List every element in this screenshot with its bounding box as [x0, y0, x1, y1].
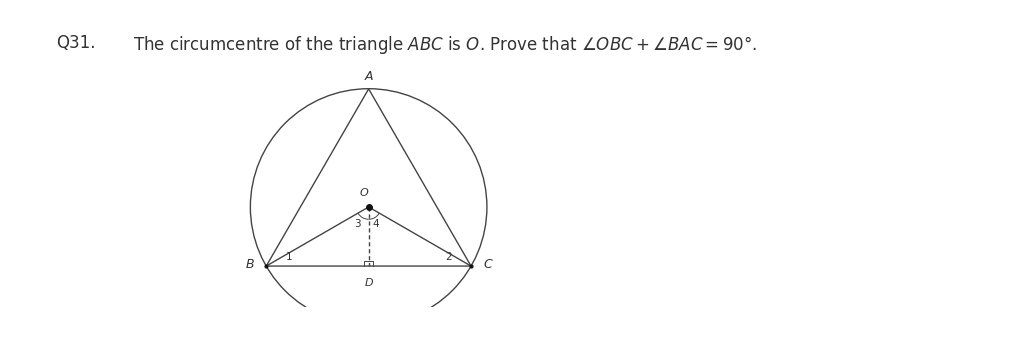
Text: D: D: [365, 278, 373, 288]
Text: C: C: [483, 257, 493, 270]
Text: B: B: [246, 257, 254, 270]
Text: 3: 3: [354, 219, 360, 229]
Text: A: A: [365, 70, 373, 83]
Text: Q31.: Q31.: [56, 34, 96, 52]
Text: The circumcentre of the triangle $\mathit{ABC}$ is $\mathit{O}$. Prove that $\an: The circumcentre of the triangle $\mathi…: [133, 34, 757, 56]
Text: 2: 2: [445, 252, 452, 262]
Text: 4: 4: [373, 219, 379, 229]
Text: 1: 1: [286, 252, 292, 262]
Text: O: O: [359, 188, 368, 198]
